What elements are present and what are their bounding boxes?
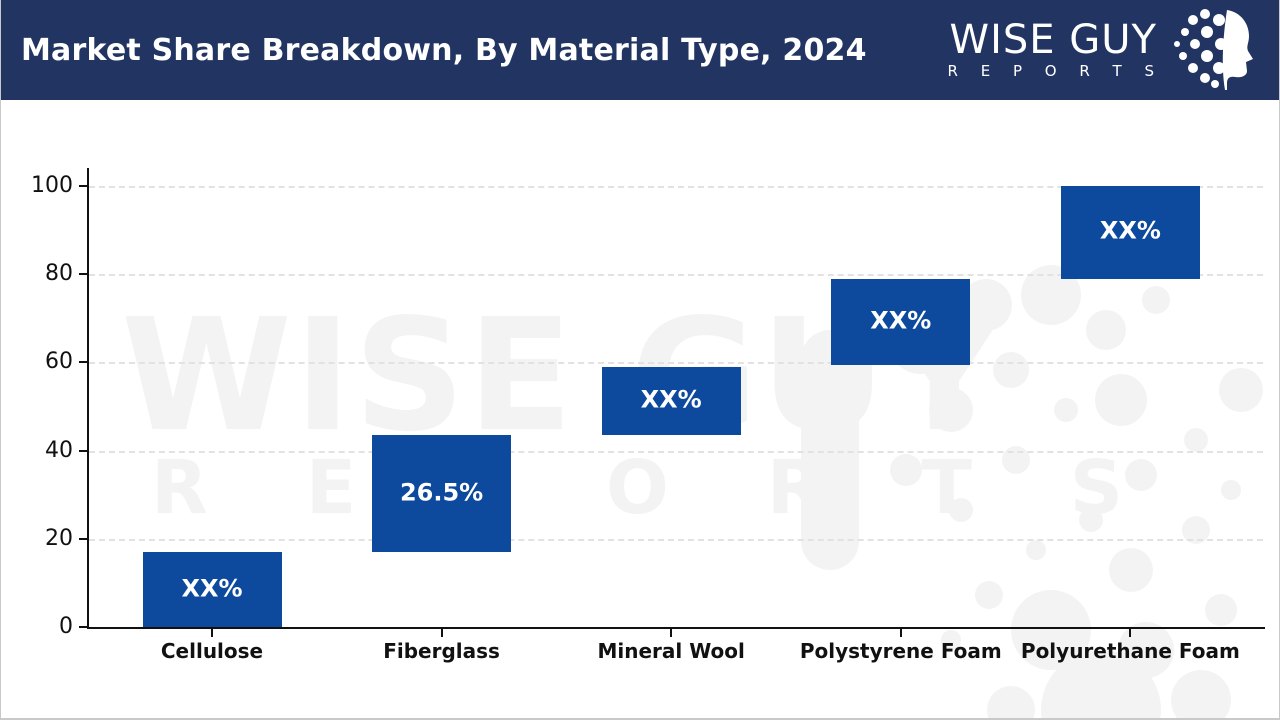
y-tick-label: 80 [45,261,73,287]
page-title: Market Share Breakdown, By Material Type… [21,32,867,68]
x-category-label: Mineral Wool [597,639,745,663]
y-axis-tick [79,626,87,628]
logo-face-icon [1169,6,1255,94]
y-axis-tick [79,449,87,452]
x-axis-tick [1129,629,1132,637]
chart-area: WISE GUY R E P O R T S [1,100,1279,718]
x-axis-tick [211,629,213,637]
grid-line [89,450,1263,453]
y-axis-line [87,168,89,629]
bar: XX% [142,552,282,627]
grid-line [89,186,1263,188]
y-tick-label: 100 [31,173,73,198]
y-axis-tick [79,185,87,187]
x-axis-line [87,627,1265,629]
header-bar: Market Share Breakdown, By Material Type… [1,0,1279,100]
x-category-label: Polystyrene Foam [799,639,1002,663]
x-category-label: Polyurethane Foam [1020,639,1240,663]
bar: XX% [1060,186,1200,279]
x-category-label: Fiberglass [383,639,500,663]
bar-value-label: XX% [181,574,243,603]
y-tick-label: 60 [45,349,73,375]
bar-value-label: XX% [1099,216,1161,245]
grid-line [89,362,1263,365]
brand-logo-text: WISE GUY R E P O R T S [944,20,1163,80]
grid-line [89,274,1263,277]
x-axis-tick [440,629,443,637]
bar-value-label: XX% [870,306,932,335]
bar: 26.5% [372,435,512,553]
bar-value-label: XX% [640,385,702,414]
brand-subtitle: R E P O R T S [947,62,1163,80]
x-axis-tick [670,629,673,637]
bar-value-label: 26.5% [399,478,484,507]
y-axis-tick [79,361,87,364]
bar: XX% [831,278,971,365]
y-tick-label: 0 [59,614,73,639]
x-axis-tick [899,629,902,637]
bar: XX% [601,366,741,436]
y-tick-label: 40 [45,437,73,463]
x-category-label: Cellulose [160,639,264,663]
brand-logo: WISE GUY R E P O R T S [944,6,1255,94]
grid-line [89,538,1263,541]
brand-name: WISE GUY [949,17,1157,63]
y-tick-label: 20 [45,525,73,551]
y-axis-tick [79,537,87,540]
y-axis-tick [79,273,87,276]
